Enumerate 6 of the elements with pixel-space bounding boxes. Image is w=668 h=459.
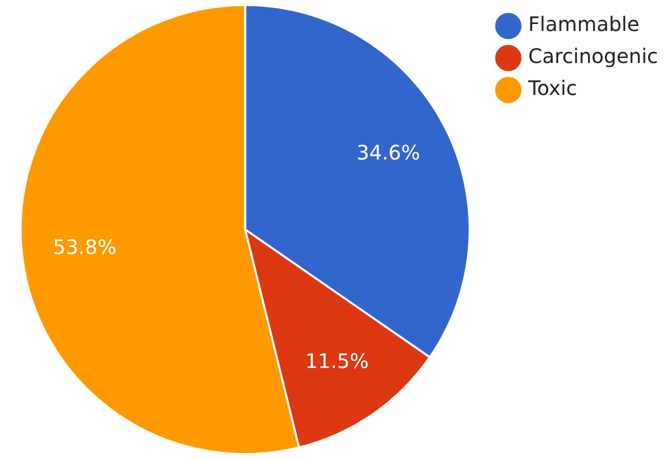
legend-label: Flammable	[528, 12, 640, 36]
data-label: 53.8%	[52, 235, 116, 260]
legend-label: Carcinogenic	[528, 44, 658, 68]
data-label: 34.6%	[356, 140, 420, 165]
legend-label: Toxic	[527, 76, 578, 100]
data-label: 11.5%	[305, 348, 369, 373]
